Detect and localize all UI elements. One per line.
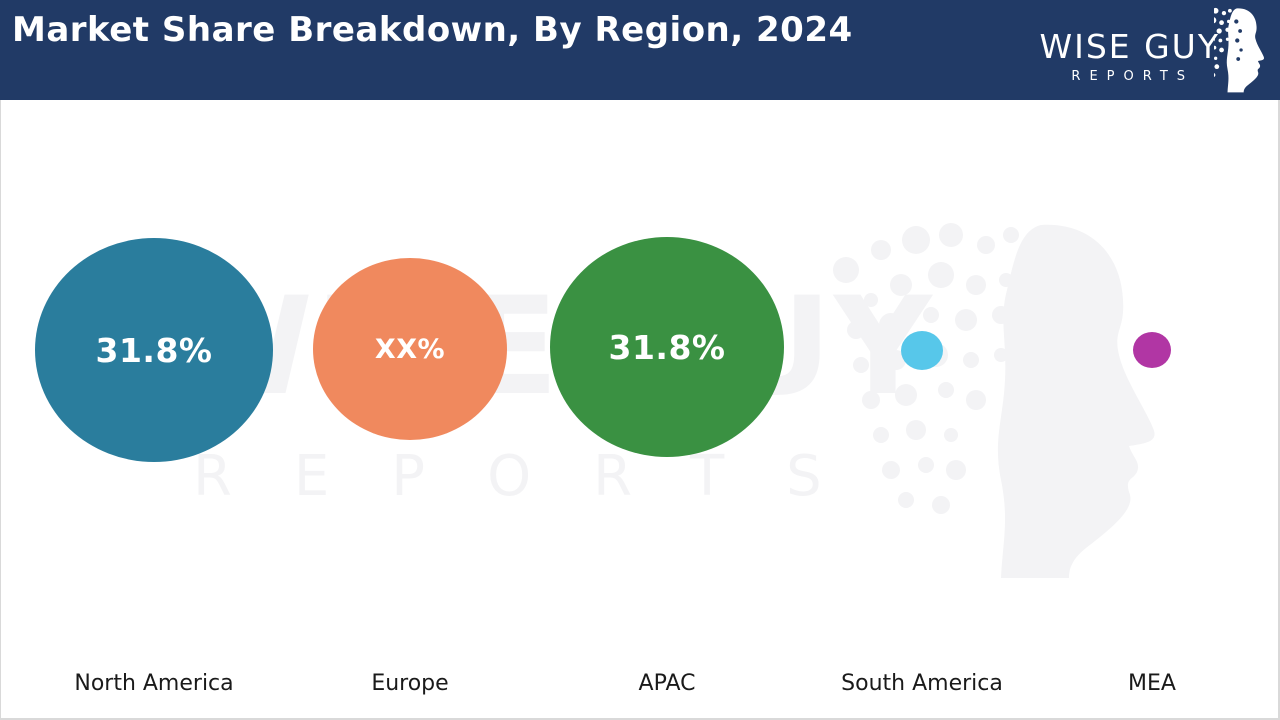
bubble-apac: 31.8%	[550, 237, 784, 457]
watermark-brand-text: WISE GUY	[164, 268, 934, 425]
brand-face-icon	[1214, 7, 1265, 93]
region-label-mea: MEA	[1128, 671, 1176, 696]
brand-name: WISE GUY	[1039, 26, 1220, 66]
bubble-north-america: 31.8%	[35, 238, 273, 462]
header: Market Share Breakdown, By Region, 2024 …	[0, 0, 1280, 100]
bubble-value-label: 31.8%	[608, 327, 726, 367]
bubble-value-label: XX%	[374, 333, 446, 365]
brand-subtitle: REPORTS	[1071, 68, 1195, 84]
watermark-reports-text: REPORTS	[193, 444, 884, 509]
region-label-north-america: North America	[74, 671, 234, 696]
page-title: Market Share Breakdown, By Region, 2024	[12, 10, 853, 50]
brand-logo: WISE GUY REPORTS	[1039, 6, 1266, 94]
region-label-apac: APAC	[638, 671, 696, 696]
bubble-value-label: 31.8%	[95, 330, 213, 370]
brand-logo-text: WISE GUY REPORTS	[1039, 27, 1220, 84]
bubble-mea	[1133, 332, 1171, 368]
region-label-europe: Europe	[371, 671, 449, 696]
chart-area: WISE GUY REPORTS 31.8% North America XX% Eu…	[0, 100, 1280, 720]
bubble-south-america	[901, 330, 943, 370]
watermark-face-icon	[833, 223, 1155, 578]
bubble-europe: XX%	[313, 258, 507, 440]
region-label-south-america: South America	[841, 671, 1003, 696]
